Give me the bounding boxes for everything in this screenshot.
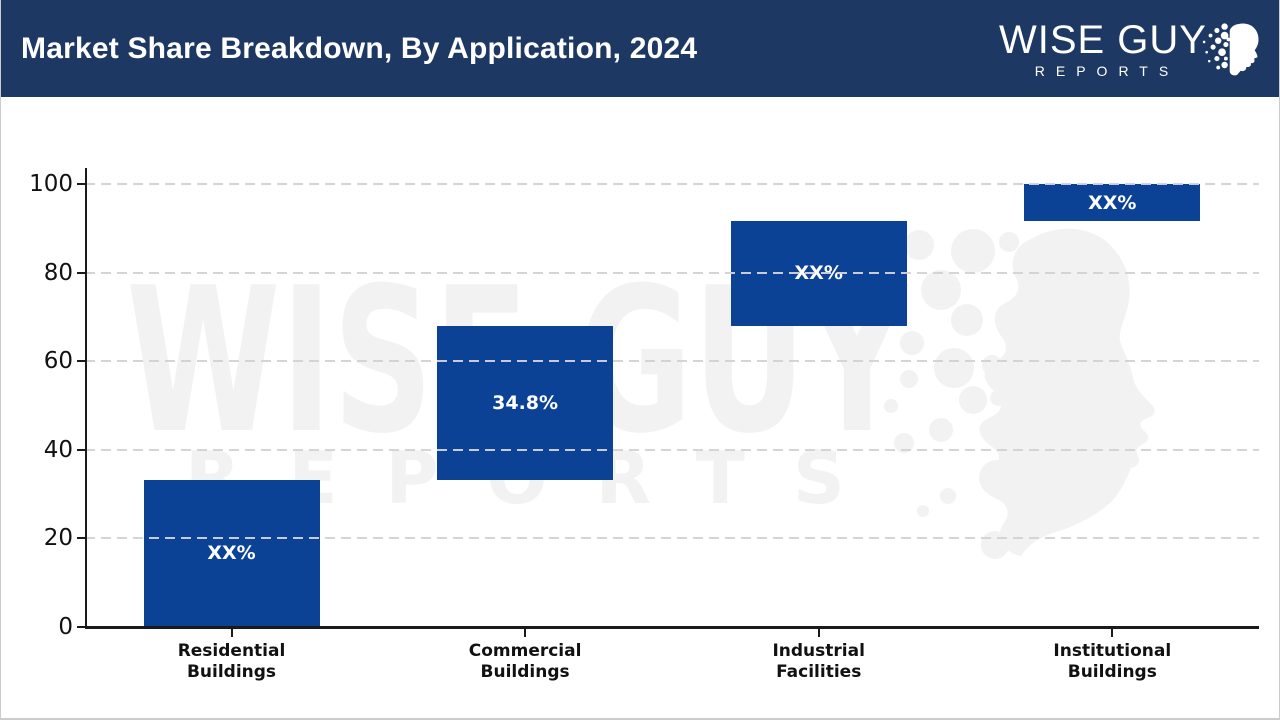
y-tick-label: 20 bbox=[43, 525, 73, 552]
category-label: Industrial Facilities bbox=[772, 641, 865, 682]
y-tick-mark bbox=[77, 271, 85, 274]
wise-guy-face-logo-icon bbox=[1202, 22, 1259, 75]
bar-value-label: XX% bbox=[207, 542, 256, 565]
bar-value-label: 34.8% bbox=[492, 391, 559, 414]
x-tick-mark bbox=[230, 629, 233, 637]
watermark-face-icon bbox=[881, 228, 1155, 559]
gridline bbox=[85, 271, 1259, 274]
x-tick-mark bbox=[817, 629, 820, 637]
y-tick-mark bbox=[77, 626, 85, 628]
bar-value-label: XX% bbox=[1088, 191, 1137, 214]
category-label: Commercial Buildings bbox=[468, 641, 582, 682]
y-tick-mark bbox=[77, 537, 85, 540]
y-tick-label: 100 bbox=[29, 171, 73, 197]
y-tick-mark bbox=[77, 183, 85, 185]
y-tick-label: 60 bbox=[43, 348, 73, 375]
gridline bbox=[85, 448, 1259, 451]
x-tick-mark bbox=[524, 629, 527, 637]
chart-title: Market Share Breakdown, By Application, … bbox=[21, 31, 698, 65]
category-label: Residential Buildings bbox=[177, 641, 286, 682]
logo-subtitle: REPORTS bbox=[1034, 62, 1180, 79]
y-tick-mark bbox=[77, 360, 85, 363]
gridline bbox=[85, 360, 1259, 363]
brand-text: WISE GUY REPORTS bbox=[999, 20, 1207, 78]
header-bar: Market Share Breakdown, By Application, … bbox=[1, 0, 1279, 97]
bar-segment: XX% bbox=[143, 479, 320, 627]
y-tick-label: 40 bbox=[43, 436, 73, 463]
brand-logo: WISE GUY REPORTS bbox=[999, 8, 1263, 90]
gridline bbox=[85, 537, 1259, 540]
y-tick-label: 0 bbox=[58, 614, 73, 640]
y-tick-label: 80 bbox=[43, 259, 73, 286]
bar-segment: XX% bbox=[1024, 184, 1201, 222]
x-tick-mark bbox=[1111, 629, 1114, 637]
x-axis-line bbox=[85, 626, 1259, 629]
logo-wordmark: WISE GUY bbox=[998, 17, 1207, 62]
y-tick-mark bbox=[77, 448, 85, 451]
y-axis-line bbox=[85, 168, 87, 629]
gridline bbox=[85, 183, 1259, 185]
bar-segment: 34.8% bbox=[437, 325, 614, 480]
category-label: Institutional Buildings bbox=[1053, 641, 1172, 682]
